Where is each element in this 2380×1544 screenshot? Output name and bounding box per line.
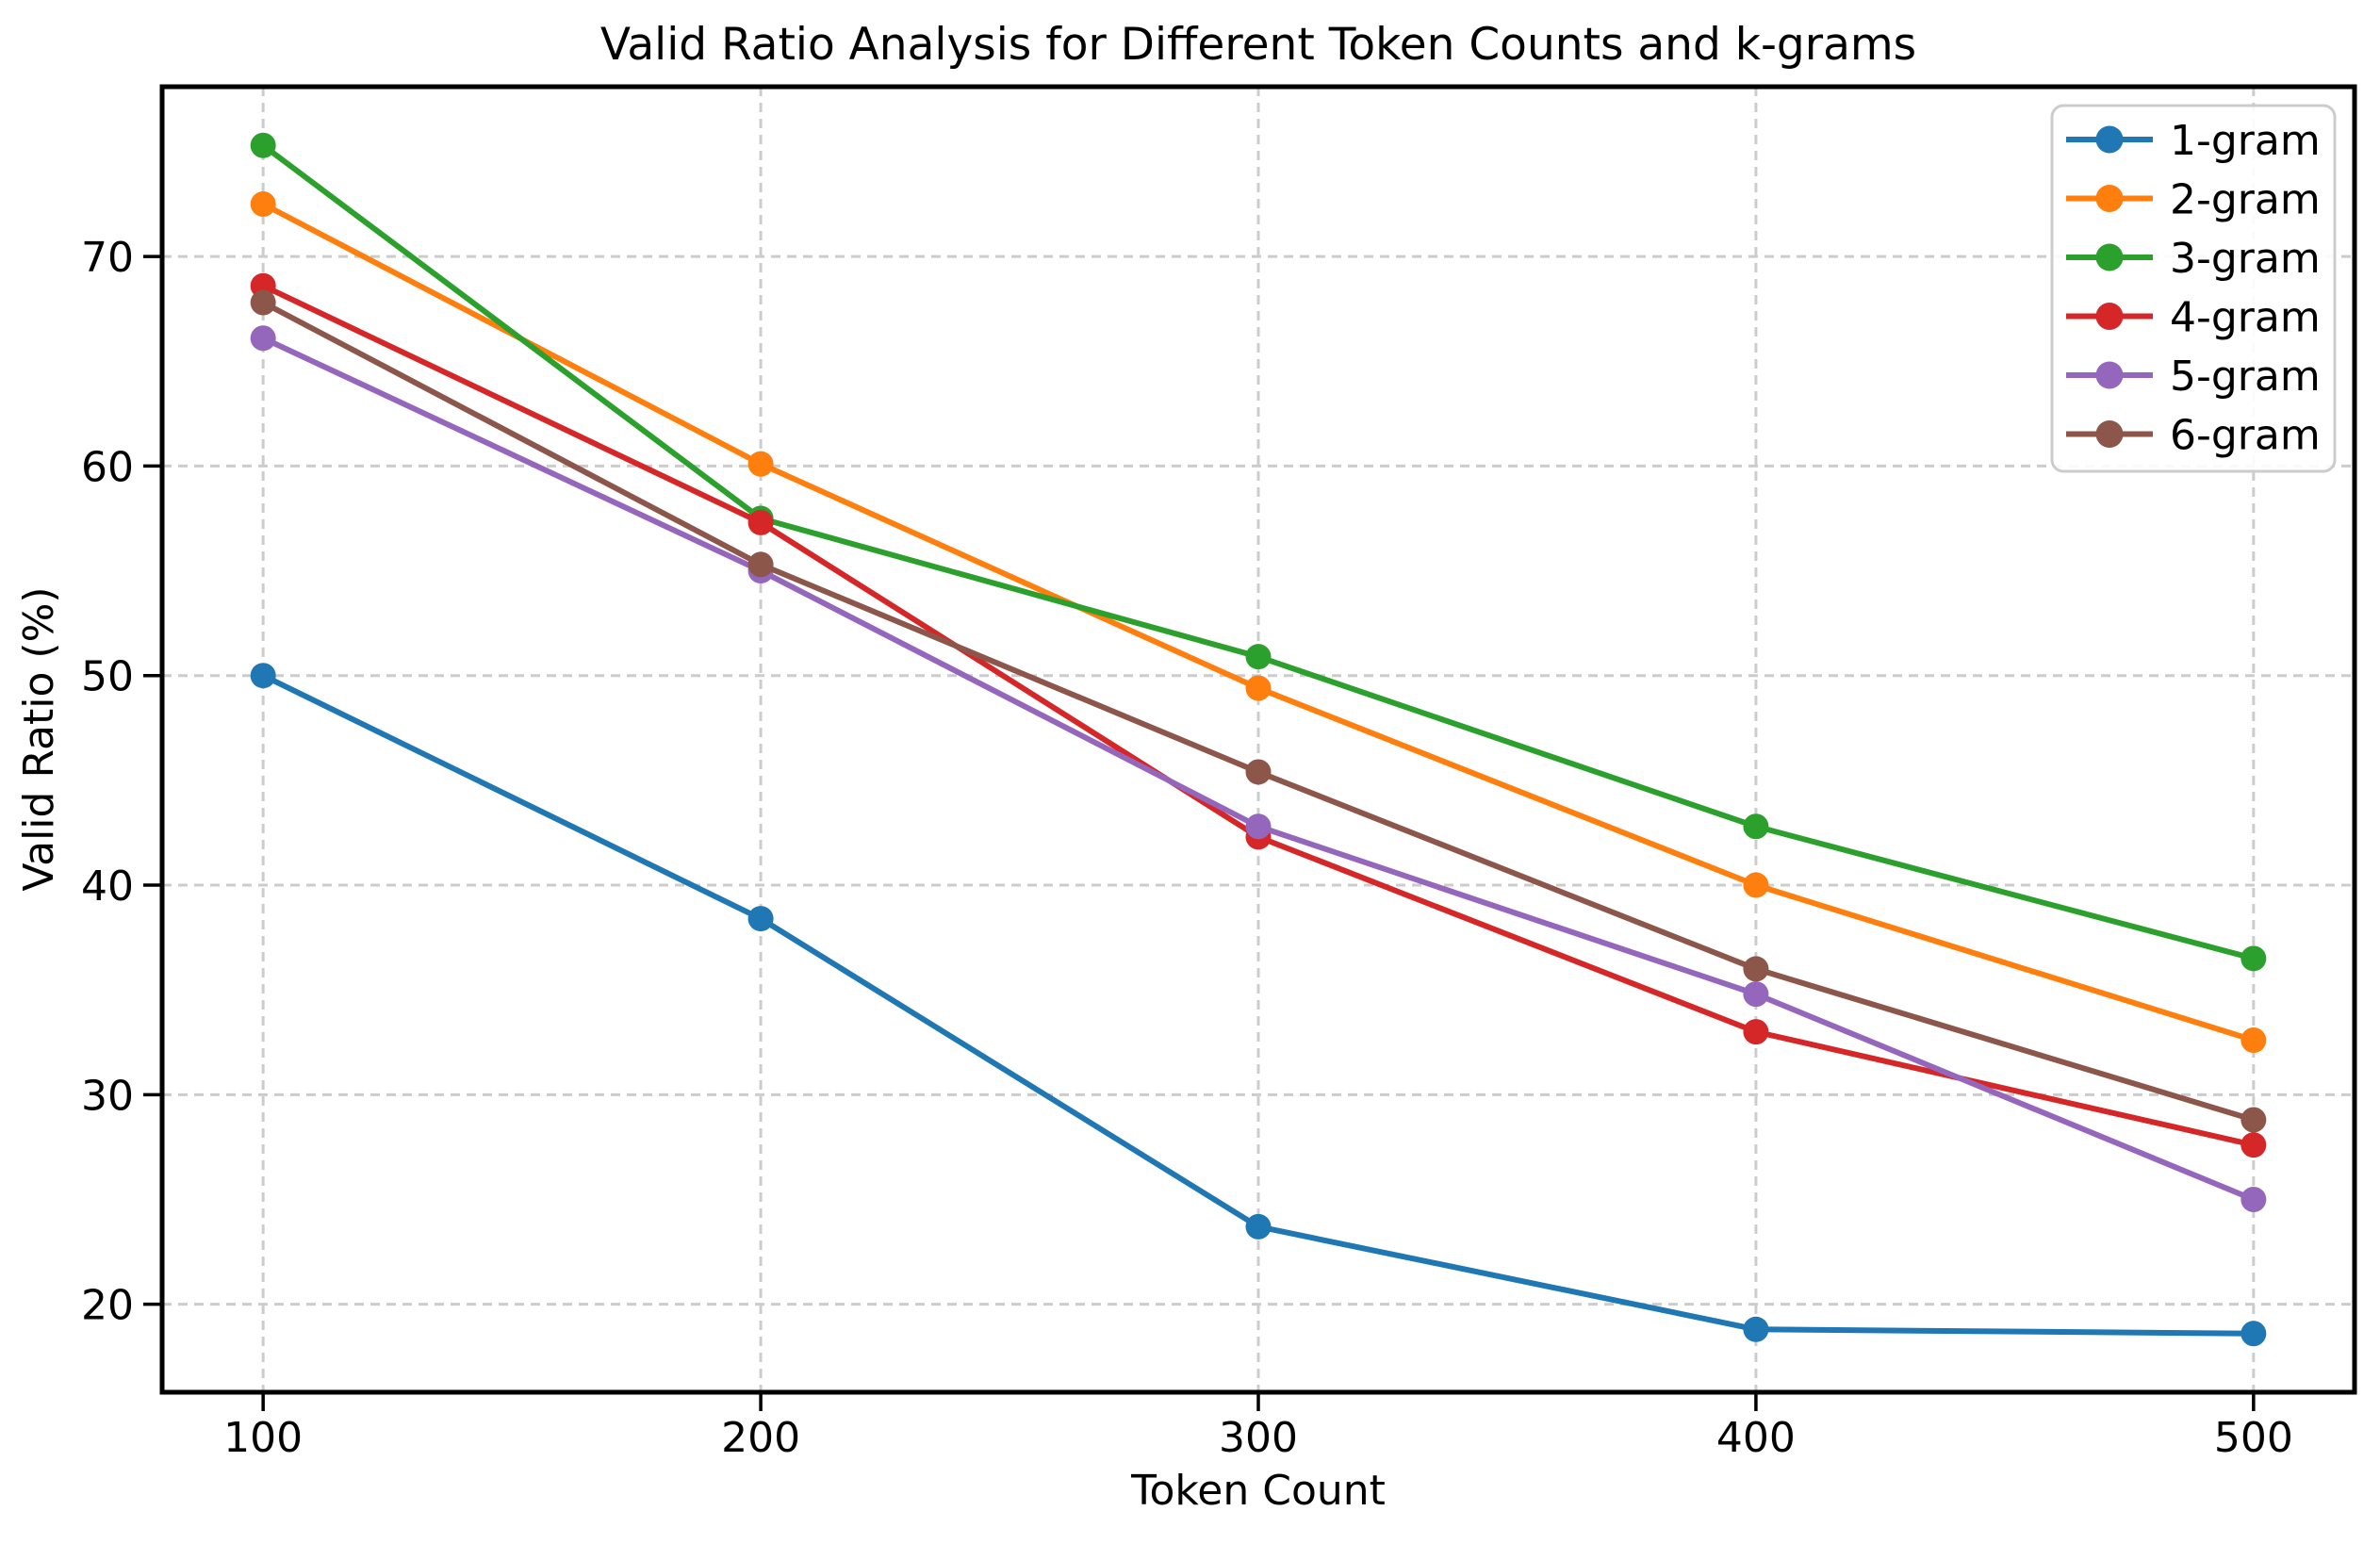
data-point [747, 509, 774, 535]
x-tick-label: 400 [1716, 1414, 1796, 1462]
plot-border [159, 84, 2357, 1395]
legend-marker [2095, 420, 2124, 448]
gridlines [162, 87, 2355, 1392]
data-point [1245, 644, 1272, 670]
legend-marker [2095, 243, 2124, 271]
y-tick-label: 40 [81, 862, 134, 911]
data-point [1245, 1213, 1272, 1240]
x-axis-ticks: 100 200 300 400 500 [223, 1414, 2293, 1462]
y-axis-label: Valid Ratio (%) [15, 586, 63, 892]
data-point [747, 551, 774, 578]
data-point [2240, 1186, 2267, 1212]
legend-item-4-gram: 4-gram [2066, 294, 2321, 342]
data-point [250, 289, 276, 316]
series-6-gram [250, 289, 2267, 1133]
data-point [1743, 813, 1769, 840]
y-tick-label: 50 [81, 653, 134, 701]
data-point [1743, 872, 1769, 898]
data-point [1245, 813, 1272, 840]
series-5-gram [250, 325, 2267, 1212]
legend-item-5-gram: 5-gram [2066, 353, 2321, 401]
legend-marker [2095, 185, 2124, 212]
chart-title: Valid Ratio Analysis for Different Token… [599, 19, 1917, 71]
legend-marker [2095, 361, 2124, 389]
y-tick-label: 60 [81, 443, 134, 491]
data-point [1743, 956, 1769, 982]
data-point [250, 190, 276, 217]
data-point [747, 906, 774, 932]
y-axis-ticks: 20 30 40 50 60 70 [81, 234, 134, 1330]
data-point [747, 451, 774, 477]
x-axis-label: Token Count [1131, 1467, 1386, 1515]
legend-label: 2-gram [2170, 176, 2321, 224]
data-point [2240, 945, 2267, 972]
y-tick-label: 30 [81, 1072, 134, 1120]
data-point [2240, 1132, 2267, 1158]
series-2-gram [250, 190, 2267, 1054]
data-point [1743, 981, 1769, 1008]
x-tick-label: 500 [2214, 1414, 2293, 1462]
data-point [250, 663, 276, 689]
y-tick-label: 20 [81, 1282, 134, 1330]
legend-item-2-gram: 2-gram [2066, 176, 2321, 224]
legend-label: 6-gram [2170, 412, 2321, 460]
tick-marks [143, 255, 2256, 1411]
x-tick-label: 200 [721, 1414, 800, 1462]
legend: 1-gram 2-gram 3-gram 4-gram 5-gram 6-gram [2050, 104, 2337, 473]
series-1-gram [250, 663, 2267, 1347]
legend-item-1-gram: 1-gram [2066, 117, 2321, 165]
data-point [1245, 759, 1272, 785]
legend-label: 5-gram [2170, 353, 2321, 401]
y-tick-label: 70 [81, 234, 134, 282]
legend-item-6-gram: 6-gram [2066, 412, 2321, 460]
data-point [250, 132, 276, 158]
data-point [2240, 1107, 2267, 1133]
legend-marker [2095, 303, 2124, 330]
legend-marker [2095, 125, 2124, 154]
x-tick-label: 100 [223, 1414, 303, 1462]
x-tick-label: 300 [1219, 1414, 1298, 1462]
legend-label: 3-gram [2170, 235, 2321, 283]
legend-label: 4-gram [2170, 294, 2321, 342]
data-point [2240, 1027, 2267, 1054]
legend-label: 1-gram [2170, 117, 2321, 165]
data-point [250, 325, 276, 352]
data-point [1743, 1316, 1769, 1342]
data-point [2240, 1321, 2267, 1347]
legend-item-3-gram: 3-gram [2066, 235, 2321, 283]
data-point [1743, 1019, 1769, 1045]
data-point [1245, 675, 1272, 701]
